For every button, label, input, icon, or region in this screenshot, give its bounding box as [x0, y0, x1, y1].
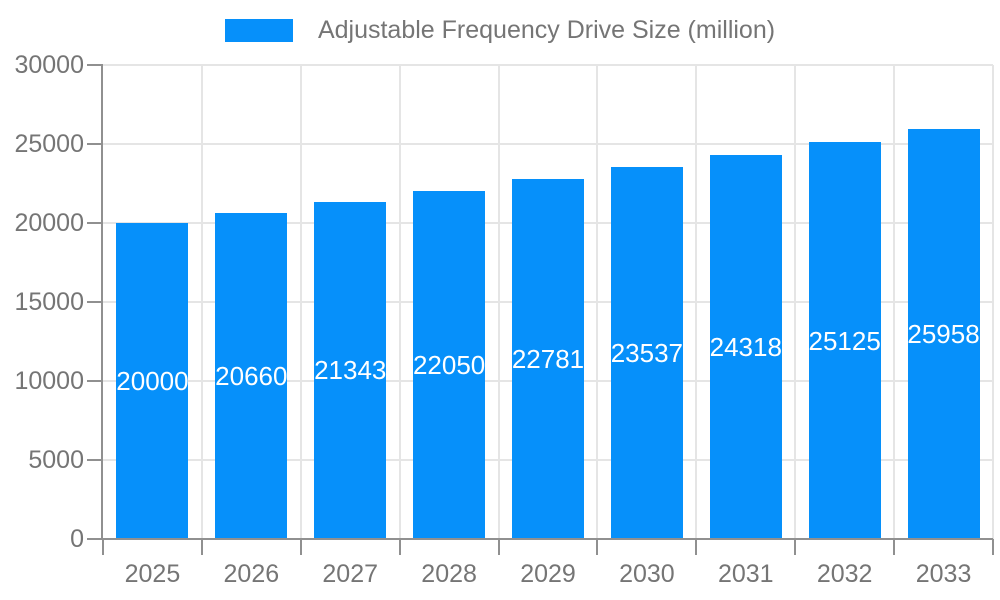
x-axis-tick	[794, 539, 797, 555]
y-axis-label: 30000	[14, 51, 84, 79]
bar-value-label: 25958	[907, 318, 980, 349]
v-gridline	[497, 65, 500, 539]
v-gridline	[794, 65, 797, 539]
y-axis-label: 15000	[14, 288, 84, 316]
x-axis-tick	[200, 539, 203, 555]
v-gridline	[992, 65, 994, 539]
bar-2026[interactable]	[215, 212, 288, 539]
bar-value-label: 20660	[215, 360, 288, 391]
v-gridline	[200, 65, 203, 539]
y-axis-tick	[87, 143, 103, 145]
x-axis-tick	[596, 539, 599, 555]
v-gridline	[596, 65, 599, 539]
bar-value-label: 22050	[412, 349, 486, 380]
x-axis-tick	[299, 539, 302, 555]
bar-value-label: 20000	[116, 366, 189, 396]
bar-value-label: 22781	[511, 344, 585, 375]
bar-value-label: 25125	[808, 325, 881, 356]
bar-2029[interactable]	[512, 179, 584, 539]
bar-2032[interactable]	[808, 142, 881, 539]
x-axis-label: 2027	[322, 560, 379, 588]
x-axis-label: 2025	[124, 560, 181, 588]
x-axis-tick	[102, 539, 104, 555]
bar-2025[interactable]	[116, 223, 189, 539]
v-gridline	[398, 65, 401, 539]
legend-item[interactable]: Adjustable Frequency Drive Size (million…	[0, 16, 1000, 45]
x-axis-tick	[695, 539, 698, 555]
bar-value-label: 23537	[610, 338, 684, 369]
y-axis-tick	[87, 459, 103, 461]
y-axis-label: 10000	[14, 367, 84, 395]
h-gridline	[103, 64, 993, 66]
legend-swatch-icon	[224, 19, 293, 42]
bar-value-label: 21343	[314, 355, 387, 386]
x-axis-label: 2028	[421, 560, 477, 588]
h-gridline	[103, 143, 993, 145]
bar-2030[interactable]	[610, 167, 683, 539]
x-axis-tick	[893, 539, 896, 555]
y-axis-line	[101, 65, 103, 539]
y-axis-label: 5000	[28, 446, 84, 474]
bar-2027[interactable]	[314, 201, 387, 539]
y-axis-tick	[87, 538, 103, 540]
v-gridline	[893, 65, 896, 539]
v-gridline	[695, 65, 698, 539]
bar-2031[interactable]	[709, 154, 782, 539]
x-axis-line	[101, 538, 993, 540]
x-axis-label: 2030	[619, 560, 675, 588]
x-axis-label: 2031	[717, 560, 774, 588]
y-axis-tick	[87, 222, 103, 224]
bar-value-label: 24318	[709, 331, 782, 362]
y-axis-label: 25000	[14, 130, 84, 158]
y-axis-tick	[87, 301, 103, 303]
x-axis-label: 2032	[816, 560, 873, 588]
v-gridline	[299, 65, 302, 539]
x-axis-label: 2033	[915, 560, 972, 588]
y-axis-tick	[87, 64, 103, 66]
y-axis-label: 20000	[14, 209, 84, 237]
x-axis-label: 2026	[223, 560, 280, 588]
y-axis-label: 0	[70, 525, 84, 553]
bar-2033[interactable]	[907, 128, 980, 539]
x-axis-tick	[497, 539, 500, 555]
x-axis-label: 2029	[520, 560, 576, 588]
x-axis-tick	[992, 539, 994, 555]
x-axis-tick	[398, 539, 401, 555]
legend-label: Adjustable Frequency Drive Size (million…	[317, 16, 776, 44]
y-axis-tick	[87, 380, 103, 382]
bar-2028[interactable]	[413, 190, 486, 539]
